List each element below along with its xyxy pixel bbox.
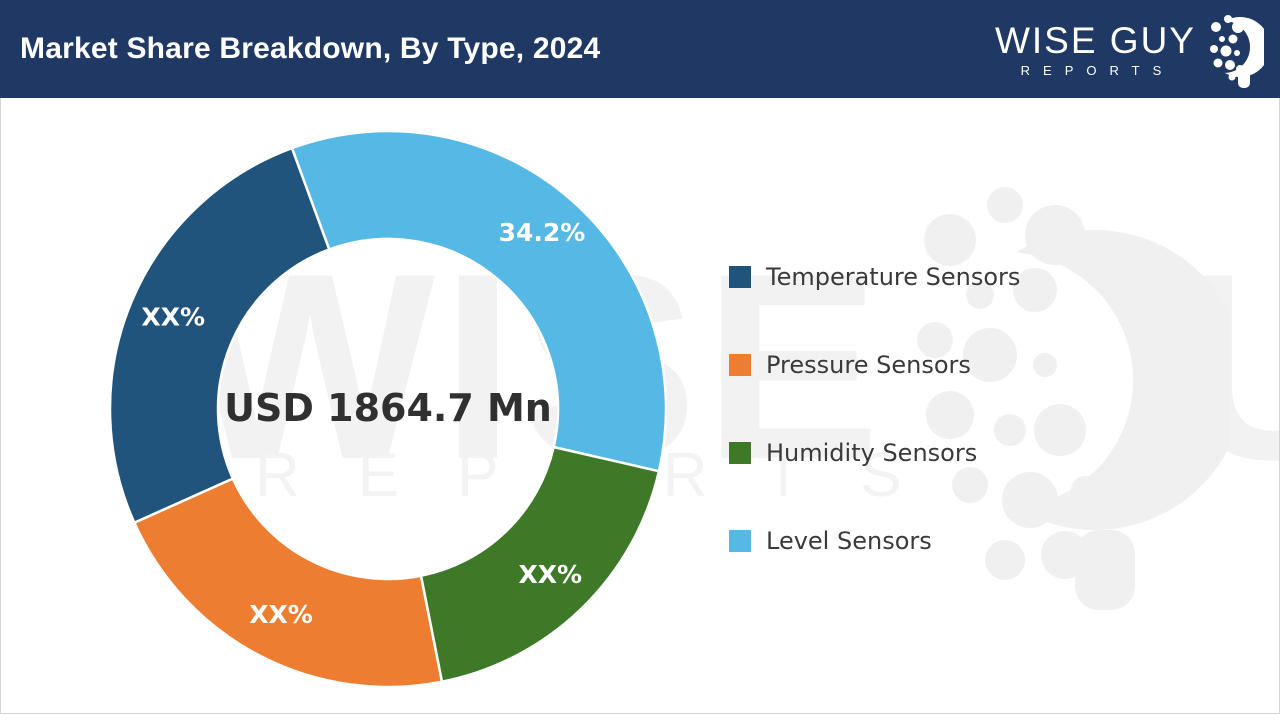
logo-wiseguy-label: WISE GUY	[994, 19, 1196, 61]
legend-item-humidity-sensors: Humidity Sensors	[729, 439, 1020, 467]
donut-center-total: USD 1864.7 Mn	[224, 386, 552, 430]
donut-segment-humidity-sensors	[419, 445, 661, 683]
donut-segment-pressure-sensors	[133, 477, 444, 689]
legend-item-temperature-sensors: Temperature Sensors	[729, 263, 1021, 291]
legend-label: Humidity Sensors	[766, 439, 978, 467]
legend-label: Temperature Sensors	[766, 263, 1021, 291]
legend-swatch-icon	[729, 266, 751, 288]
watermark-head-profile-icon	[877, 187, 1230, 610]
chart-legend: Temperature Sensors Pressure Sensors Humid…	[729, 263, 1021, 617]
wise-guy-logo: WISE GUY REPORTS	[995, 9, 1264, 89]
legend-swatch-icon	[729, 354, 751, 376]
legend-label: Level Sensors	[766, 527, 932, 555]
header-bar: Market Share Breakdown, By Type, 2024 WI…	[0, 0, 1280, 98]
page-title: Market Share Breakdown, By Type, 2024	[20, 32, 601, 65]
donut-segment-level-sensors	[290, 129, 668, 473]
logo-reports-label: REPORTS	[1020, 62, 1175, 78]
legend-swatch-icon	[729, 442, 751, 464]
slice-label-pressure-sensors: XX%	[249, 600, 313, 629]
logo-text: WISE GUY REPORTS	[995, 22, 1196, 77]
dotted-head-profile-icon	[1202, 15, 1264, 88]
legend-item-pressure-sensors: Pressure Sensors	[729, 351, 1020, 379]
slice-label-humidity-sensors: XX%	[518, 560, 582, 589]
legend-item-level-sensors: Level Sensors	[729, 527, 1020, 555]
slice-label-level-sensors: 34.2%	[499, 218, 586, 247]
slice-label-temperature-sensors: XX%	[141, 303, 205, 332]
legend-label: Pressure Sensors	[766, 351, 971, 379]
legend-swatch-icon	[729, 530, 751, 552]
donut-segment-temperature-sensors	[108, 146, 331, 525]
